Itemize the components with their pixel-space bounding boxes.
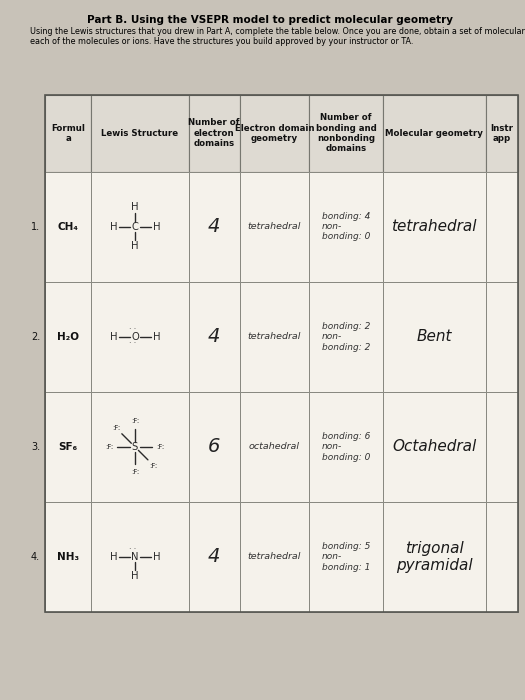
Text: 1.: 1. bbox=[31, 222, 40, 232]
Text: O: O bbox=[131, 332, 139, 342]
Text: :F:: :F: bbox=[131, 419, 139, 424]
Text: 3.: 3. bbox=[31, 442, 40, 452]
Polygon shape bbox=[309, 502, 383, 612]
Polygon shape bbox=[240, 392, 309, 502]
Text: SF₆: SF₆ bbox=[58, 442, 78, 452]
Text: 4.: 4. bbox=[31, 552, 40, 562]
Polygon shape bbox=[45, 502, 91, 612]
Text: Molecular geometry: Molecular geometry bbox=[385, 129, 483, 138]
Polygon shape bbox=[91, 172, 188, 281]
Text: H: H bbox=[131, 202, 139, 212]
Polygon shape bbox=[309, 392, 383, 502]
Polygon shape bbox=[91, 502, 188, 612]
Polygon shape bbox=[45, 172, 91, 281]
Polygon shape bbox=[188, 392, 240, 502]
Text: bonding: 2
non-
bonding: 2: bonding: 2 non- bonding: 2 bbox=[322, 322, 370, 351]
Text: H₂O: H₂O bbox=[57, 332, 79, 342]
Text: · ·: · · bbox=[129, 326, 136, 334]
Text: CH₄: CH₄ bbox=[58, 222, 78, 232]
Polygon shape bbox=[240, 281, 309, 392]
Polygon shape bbox=[486, 281, 518, 392]
Text: H: H bbox=[153, 222, 160, 232]
Text: Number of
electron
domains: Number of electron domains bbox=[188, 118, 240, 148]
Text: H: H bbox=[131, 241, 139, 251]
Polygon shape bbox=[240, 172, 309, 281]
Polygon shape bbox=[240, 502, 309, 612]
Text: bonding: 5
non-
bonding: 1: bonding: 5 non- bonding: 1 bbox=[322, 542, 370, 572]
Polygon shape bbox=[91, 95, 188, 172]
Polygon shape bbox=[383, 95, 486, 172]
Polygon shape bbox=[188, 172, 240, 281]
Polygon shape bbox=[486, 502, 518, 612]
Polygon shape bbox=[240, 95, 309, 172]
Text: tetrahedral: tetrahedral bbox=[248, 222, 301, 231]
Text: bonding: 6
non-
bonding: 0: bonding: 6 non- bonding: 0 bbox=[322, 432, 370, 462]
Text: tetrahedral: tetrahedral bbox=[248, 552, 301, 561]
Text: H: H bbox=[153, 552, 160, 562]
Text: each of the molecules or ions. Have the structures you build approved by your in: each of the molecules or ions. Have the … bbox=[30, 37, 413, 46]
Polygon shape bbox=[309, 95, 383, 172]
Polygon shape bbox=[486, 392, 518, 502]
Polygon shape bbox=[45, 392, 91, 502]
Text: :F:: :F: bbox=[150, 463, 158, 468]
Text: H: H bbox=[110, 332, 117, 342]
Text: Instr
app: Instr app bbox=[490, 124, 513, 143]
Text: tetrahedral: tetrahedral bbox=[248, 332, 301, 341]
Text: N: N bbox=[131, 552, 139, 562]
Polygon shape bbox=[188, 502, 240, 612]
Polygon shape bbox=[383, 392, 486, 502]
Text: :F:: :F: bbox=[105, 444, 113, 450]
Text: H: H bbox=[153, 332, 160, 342]
Text: Using the Lewis structures that you drew in Part A, complete the table below. On: Using the Lewis structures that you drew… bbox=[30, 27, 525, 36]
Text: 4: 4 bbox=[208, 327, 220, 346]
Text: :F:: :F: bbox=[156, 444, 164, 450]
Text: Part B. Using the VSEPR model to predict molecular geometry: Part B. Using the VSEPR model to predict… bbox=[87, 15, 453, 25]
Text: bonding: 4
non-
bonding: 0: bonding: 4 non- bonding: 0 bbox=[322, 211, 370, 242]
Text: Bent: Bent bbox=[416, 329, 452, 344]
Polygon shape bbox=[383, 502, 486, 612]
Polygon shape bbox=[188, 281, 240, 392]
Polygon shape bbox=[383, 172, 486, 281]
Text: S: S bbox=[132, 442, 138, 452]
Polygon shape bbox=[91, 281, 188, 392]
Text: trigonal
pyramidal: trigonal pyramidal bbox=[396, 540, 472, 573]
Text: Number of
bonding and
nonbonding
domains: Number of bonding and nonbonding domains bbox=[316, 113, 376, 153]
Text: octahedral: octahedral bbox=[249, 442, 300, 452]
Polygon shape bbox=[383, 281, 486, 392]
Text: Octahedral: Octahedral bbox=[392, 440, 476, 454]
Text: 4: 4 bbox=[208, 547, 220, 566]
Text: :F:: :F: bbox=[112, 425, 120, 431]
Polygon shape bbox=[45, 95, 91, 172]
Text: :F:: :F: bbox=[131, 469, 139, 475]
Polygon shape bbox=[486, 172, 518, 281]
Polygon shape bbox=[91, 392, 188, 502]
Text: tetrahedral: tetrahedral bbox=[392, 219, 477, 234]
Polygon shape bbox=[45, 281, 91, 392]
Text: · ·: · · bbox=[129, 340, 136, 348]
Text: C: C bbox=[131, 222, 138, 232]
Text: H: H bbox=[110, 552, 117, 562]
Polygon shape bbox=[309, 281, 383, 392]
Polygon shape bbox=[486, 95, 518, 172]
Text: 4: 4 bbox=[208, 217, 220, 236]
Text: 6: 6 bbox=[208, 438, 220, 456]
Text: H: H bbox=[131, 571, 139, 581]
Text: Formul
a: Formul a bbox=[51, 124, 85, 143]
Text: Lewis Structure: Lewis Structure bbox=[101, 129, 178, 138]
Polygon shape bbox=[188, 95, 240, 172]
Text: Electron domain
geometry: Electron domain geometry bbox=[235, 124, 314, 143]
Polygon shape bbox=[309, 172, 383, 281]
Text: NH₃: NH₃ bbox=[57, 552, 79, 562]
Text: H: H bbox=[110, 222, 117, 232]
Text: 2.: 2. bbox=[31, 332, 40, 342]
Text: · ·: · · bbox=[129, 545, 136, 554]
